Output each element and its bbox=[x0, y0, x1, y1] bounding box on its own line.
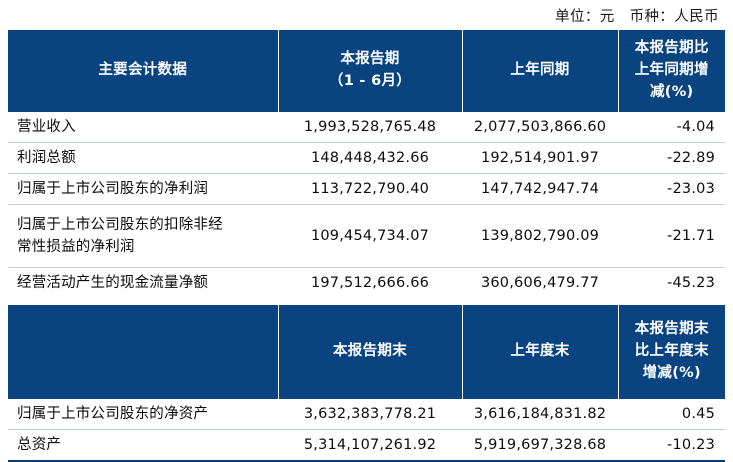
row-label-line1: 归属于上市公司股东的净利润 bbox=[17, 180, 209, 197]
header-row-balance: 本报告期末 上年度末 本报告期末 比上年度末 增减(%) bbox=[8, 305, 725, 399]
header-cell-balance-change-pct: 本报告期末 比上年度末 增减(%) bbox=[618, 305, 725, 399]
row-change-value: -10.23 bbox=[667, 437, 715, 453]
header-cell-previous-period: 上年同期 bbox=[462, 30, 619, 112]
header-current-period-line2: （1 - 6月） bbox=[328, 73, 412, 89]
header-change-line2: 上年同期增 bbox=[634, 62, 709, 79]
row-previous-value: 147,742,947.74 bbox=[462, 173, 618, 205]
table-row: 总资产 5,314,107,261.92 5,919,697,328.68 -1… bbox=[8, 430, 725, 462]
header-balance-change-line1: 本报告期末 bbox=[634, 321, 709, 338]
row-current-value: 113,722,790.40 bbox=[278, 173, 462, 205]
row-previous-value: 139,802,790.09 bbox=[462, 204, 618, 268]
header-current-period-line1: 本报告期 bbox=[340, 51, 400, 68]
row-current-value: 3,632,383,778.21 bbox=[278, 399, 462, 430]
main-accounting-data-table: 主要会计数据 本报告期 （1 - 6月） 上年同期 本报告期比 上年同期增 减(… bbox=[8, 30, 725, 462]
row-label-line1: 经营活动产生的现金流量净额 bbox=[17, 274, 209, 291]
row-label-line1: 总资产 bbox=[17, 436, 62, 453]
table-body-section-one: 营业收入 1,993,528,765.48 2,077,503,866.60 -… bbox=[8, 112, 725, 461]
row-label-cell: 归属于上市公司股东的扣除非经 常性损益的净利润 bbox=[8, 204, 278, 268]
table-row: 营业收入 1,993,528,765.48 2,077,503,866.60 -… bbox=[8, 112, 725, 143]
header-cell-main-item: 主要会计数据 bbox=[8, 30, 279, 112]
row-previous-value: 3,616,184,831.82 bbox=[462, 399, 618, 430]
header-cell-current-period: 本报告期 （1 - 6月） bbox=[278, 30, 463, 112]
header-row-period: 主要会计数据 本报告期 （1 - 6月） 上年同期 本报告期比 上年同期增 减(… bbox=[8, 30, 725, 112]
row-change-value: -21.71 bbox=[618, 204, 725, 268]
header-balance-change-line3: 增减(%) bbox=[642, 364, 701, 381]
row-change-value: 0.45 bbox=[618, 399, 725, 430]
row-change-value: -45.23 bbox=[667, 275, 715, 291]
table-header-section-one: 主要会计数据 本报告期 （1 - 6月） 上年同期 本报告期比 上年同期增 减(… bbox=[8, 30, 725, 112]
row-label-line1: 营业收入 bbox=[17, 118, 76, 135]
row-label-cell: 归属于上市公司股东的净资产 bbox=[8, 399, 278, 430]
row-previous-value: 5,919,697,328.68 bbox=[473, 437, 607, 453]
header-change-line3: 减(%) bbox=[650, 83, 694, 100]
row-label-cell: 归属于上市公司股东的净利润 bbox=[8, 173, 278, 205]
row-previous-value: 360,606,479.77 bbox=[480, 275, 600, 291]
header-change-line1: 本报告期比 bbox=[634, 40, 709, 57]
row-current-value: 5,314,107,261.92 bbox=[303, 437, 437, 453]
row-change-value: -22.89 bbox=[618, 142, 725, 174]
unit-currency-label: 单位：元 币种：人民币 bbox=[555, 8, 719, 25]
unit-caption-row: 单位：元 币种：人民币 bbox=[8, 0, 725, 30]
header-balance-change-line2: 比上年度末 bbox=[634, 343, 709, 360]
section-spacer bbox=[8, 298, 725, 305]
section-spacer-cell bbox=[8, 298, 725, 305]
row-change-value: -4.04 bbox=[618, 112, 725, 143]
row-label-cell: 营业收入 bbox=[8, 112, 278, 143]
row-label-cell: 总资产 bbox=[8, 430, 278, 462]
header-cell-change-pct: 本报告期比 上年同期增 减(%) bbox=[618, 30, 725, 112]
row-previous-value: 192,514,901.97 bbox=[462, 142, 618, 174]
row-label-line1: 利润总额 bbox=[17, 149, 76, 166]
row-label-line1: 归属于上市公司股东的净资产 bbox=[17, 405, 209, 422]
table-row: 经营活动产生的现金流量净额 197,512,666.66 360,606,479… bbox=[8, 268, 725, 299]
table-row: 归属于上市公司股东的净资产 3,632,383,778.21 3,616,184… bbox=[8, 399, 725, 430]
row-label-cell: 经营活动产生的现金流量净额 bbox=[8, 268, 278, 299]
row-change-value: -23.03 bbox=[618, 173, 725, 205]
table-row: 利润总额 148,448,432.66 192,514,901.97 -22.8… bbox=[8, 142, 725, 174]
table-row: 归属于上市公司股东的净利润 113,722,790.40 147,742,947… bbox=[8, 173, 725, 205]
row-label-line1: 归属于上市公司股东的扣除非经 bbox=[17, 216, 223, 233]
header-cell-previous-year-end: 上年度末 bbox=[462, 305, 619, 399]
header-cell-balance-item bbox=[8, 305, 279, 399]
row-current-value: 148,448,432.66 bbox=[278, 142, 462, 174]
row-previous-value: 2,077,503,866.60 bbox=[462, 112, 618, 143]
row-label-line2: 常性损益的净利润 bbox=[17, 239, 135, 255]
row-current-value: 109,454,734.07 bbox=[278, 204, 462, 268]
header-cell-current-period-end: 本报告期末 bbox=[278, 305, 463, 399]
row-current-value: 197,512,666.66 bbox=[310, 275, 430, 291]
row-current-value: 1,993,528,765.48 bbox=[278, 112, 462, 143]
row-label-cell: 利润总额 bbox=[8, 142, 278, 174]
table-row: 归属于上市公司股东的扣除非经 常性损益的净利润 109,454,734.07 1… bbox=[8, 204, 725, 268]
